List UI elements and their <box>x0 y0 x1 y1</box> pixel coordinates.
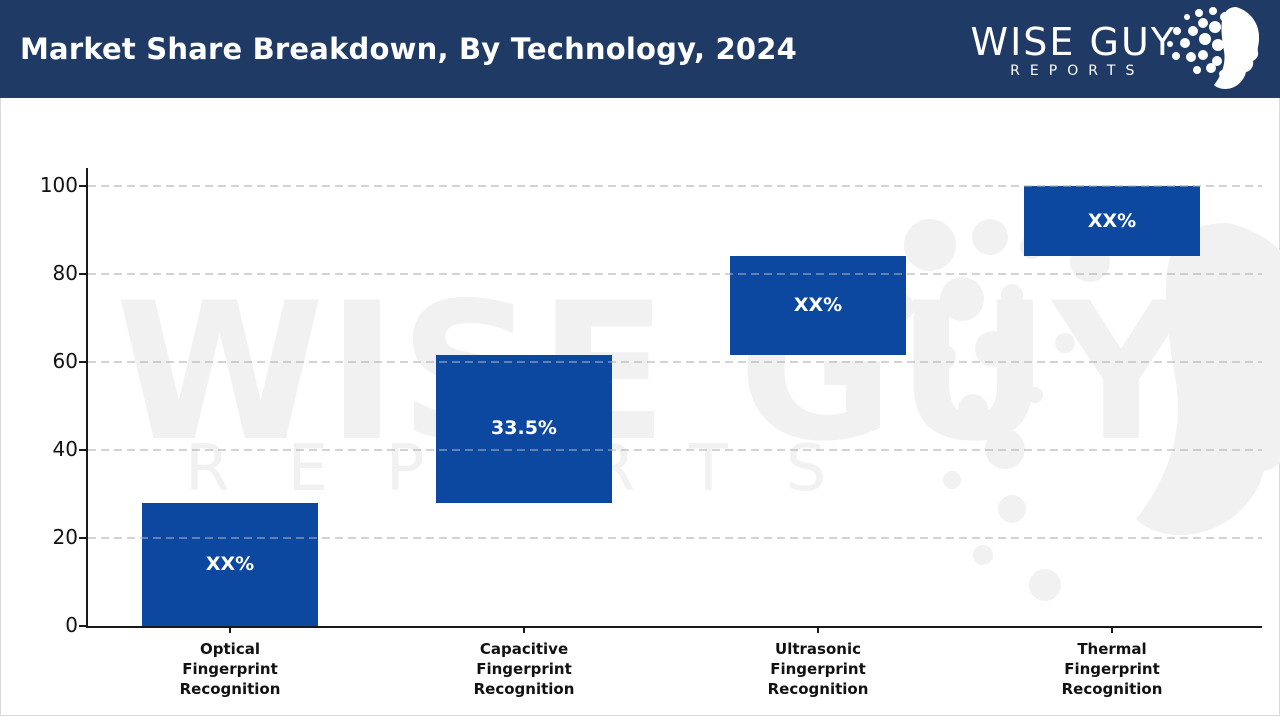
bar-value-label: 33.5% <box>491 417 557 440</box>
bar-2 <box>436 355 612 503</box>
y-axis-line <box>86 168 88 628</box>
x-category-label: Ultrasonic Fingerprint Recognition <box>767 640 869 698</box>
gridline-80 <box>88 273 1262 275</box>
y-tick-label: 60 <box>52 349 78 373</box>
y-tick-mark <box>79 273 86 275</box>
bar-value-label: XX% <box>1087 210 1137 232</box>
x-category-label: Thermal Fingerprint Recognition <box>1061 640 1163 698</box>
x-category-label: Optical Fingerprint Recognition <box>179 640 281 698</box>
watermark-face-dots <box>886 214 1280 601</box>
y-tick-label: 20 <box>52 525 78 549</box>
y-tick-mark <box>79 449 86 451</box>
bar-1 <box>142 502 318 626</box>
bar-value-label: XX% <box>793 294 843 317</box>
gridline-100 <box>88 185 1262 187</box>
bar-4 <box>1024 186 1200 257</box>
x-category-label: Capacitive Fingerprint Recognition <box>473 640 575 698</box>
logo-text: WISE GUY REPORTS <box>971 22 1176 79</box>
gridline-40 <box>88 449 1262 451</box>
logo-subtitle: REPORTS <box>1010 62 1145 79</box>
y-tick-label: 80 <box>52 261 78 285</box>
logo-wordmark: WISE GUY <box>970 19 1176 64</box>
x-tick-mark <box>523 626 525 633</box>
bar-3 <box>730 256 906 356</box>
y-tick-mark <box>79 185 86 187</box>
x-axis-line <box>86 626 1262 628</box>
x-tick-mark <box>229 626 231 633</box>
bar-value-label: XX% <box>205 552 255 575</box>
gridline-60 <box>88 361 1262 363</box>
dotted-face-logo-icon <box>1167 7 1260 89</box>
y-tick-label: 40 <box>52 437 78 461</box>
y-tick-label: 100 <box>39 173 78 197</box>
wiseguy-logo: WISE GUY REPORTS <box>971 6 1266 94</box>
y-tick-mark <box>79 625 86 627</box>
x-tick-mark <box>817 626 819 633</box>
y-tick-mark <box>79 537 86 539</box>
chart-title: Market Share Breakdown, By Technology, 2… <box>20 32 798 66</box>
y-tick-mark <box>79 361 86 363</box>
gridline-20 <box>88 537 1262 539</box>
y-tick-label: 0 <box>65 613 78 637</box>
header-bar: Market Share Breakdown, By Technology, 2… <box>0 0 1280 98</box>
x-tick-mark <box>1111 626 1113 633</box>
